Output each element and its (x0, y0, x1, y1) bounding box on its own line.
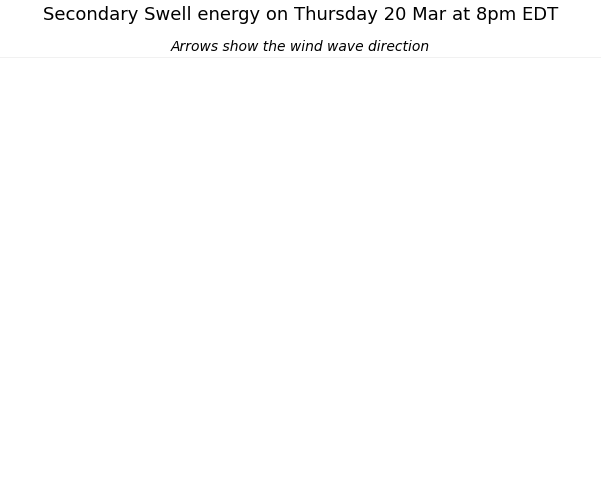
Text: Secondary Swell energy on Thursday 20 Mar at 8pm EDT: Secondary Swell energy on Thursday 20 Ma… (43, 6, 558, 23)
Text: Map (cartopy not available): Map (cartopy not available) (186, 264, 415, 282)
Text: Arrows show the wind wave direction: Arrows show the wind wave direction (171, 40, 430, 54)
